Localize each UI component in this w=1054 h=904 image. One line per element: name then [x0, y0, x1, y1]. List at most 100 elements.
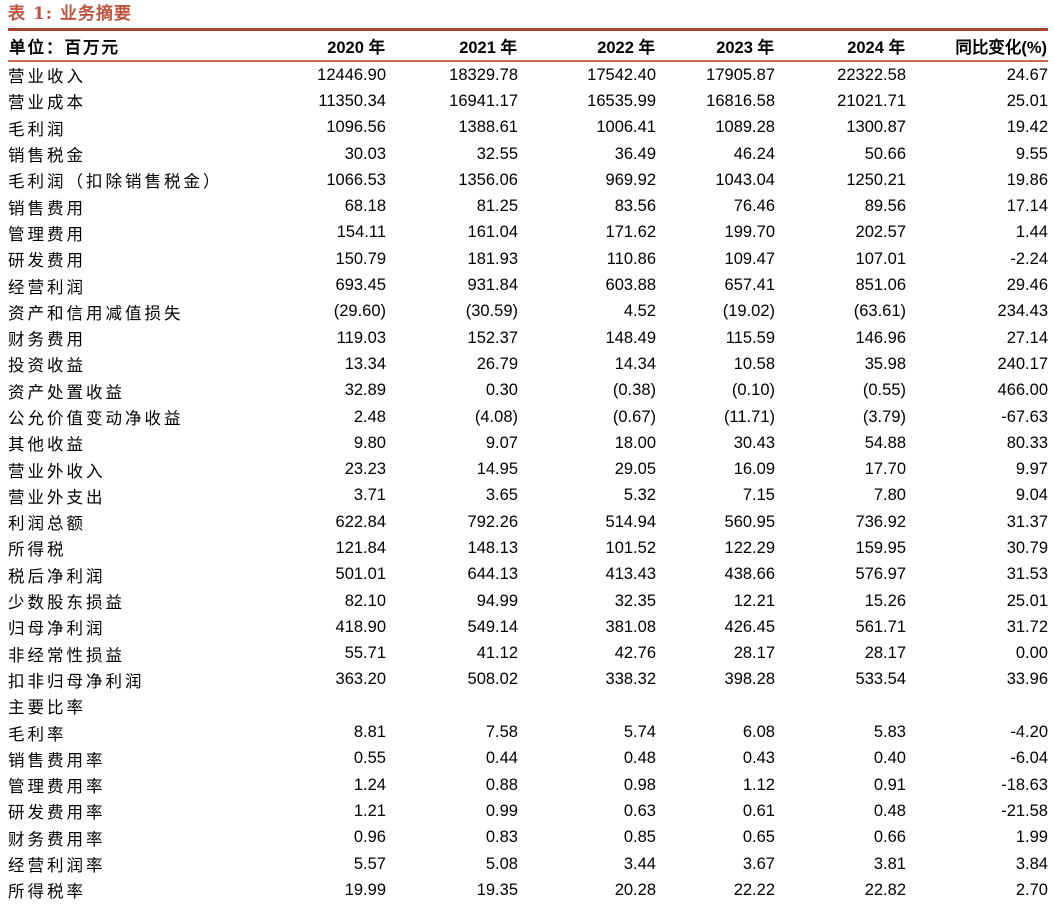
cell-value: 30.03 [344, 144, 386, 163]
table-row: 投资收益 13.34 26.79 14.34 10.58 35.98 240.17 [8, 351, 1048, 377]
row-label: 研发费用率 [8, 803, 106, 823]
cell-value: (3.79) [862, 407, 906, 426]
table-row: 经营利润 693.45 931.84 603.88 657.41 851.06 29.46 [8, 272, 1048, 298]
cell-value: 17905.87 [706, 65, 775, 84]
cell-value: 22.22 [733, 880, 775, 899]
row-label: 营业外支出 [8, 487, 106, 507]
table-row: 毛利润（扣除销售税金） 1066.53 1356.06 969.92 1043.04 12… [8, 167, 1048, 193]
row-label: 少数股东损益 [8, 593, 125, 613]
row-label: 研发费用 [8, 251, 86, 271]
cell-value: -2.24 [1010, 249, 1048, 268]
cell-value: (63.61) [853, 302, 906, 321]
cell-value: 0.65 [742, 828, 775, 847]
table-row: 非经常性损益 55.71 41.12 42.76 28.17 28.17 0.00 [8, 641, 1048, 667]
cell-value: 18329.78 [449, 65, 518, 84]
cell-value: 152.37 [467, 328, 518, 347]
cell-value: 17.14 [1006, 197, 1048, 216]
cell-value: 17542.40 [587, 65, 656, 84]
cell-value: 1066.53 [326, 170, 386, 189]
cell-value: 27.14 [1006, 328, 1048, 347]
cell-value: -6.04 [1010, 749, 1048, 768]
cell-value: 42.76 [614, 644, 656, 663]
row-label: 资产和信用减值损失 [8, 303, 184, 323]
table-row: 财务费用 119.03 152.37 148.49 115.59 146.96 27.14 [8, 325, 1048, 351]
row-label: 公允价值变动净收益 [8, 409, 184, 428]
cell-value [256, 693, 386, 719]
cell-value: 15.26 [864, 591, 906, 610]
row-label: 经营利润率 [8, 856, 106, 876]
cell-value: 150.79 [335, 249, 386, 268]
table-row: 财务费用率 0.96 0.83 0.85 0.65 0.66 1.99 [8, 825, 1048, 851]
cell-value: 7.58 [485, 723, 518, 742]
table-row: 销售税金 30.03 32.55 36.49 46.24 50.66 9.55 [8, 141, 1048, 167]
cell-value: 5.83 [873, 723, 906, 742]
row-label: 毛利率 [8, 724, 67, 744]
cell-value: 81.25 [476, 197, 518, 216]
cell-value: 24.67 [1006, 65, 1048, 84]
cell-value: 1089.28 [715, 118, 775, 137]
table-row: 营业外支出 3.71 3.65 5.32 7.15 7.80 9.04 [8, 483, 1048, 509]
cell-value: 413.43 [605, 565, 656, 584]
row-label: 财务费用率 [8, 829, 106, 849]
cell-value: 32.89 [344, 381, 386, 400]
cell-value: 31.53 [1006, 565, 1048, 584]
cell-value: 0.48 [873, 801, 906, 820]
row-label: 毛利润 [8, 119, 67, 139]
cell-value: 2.48 [353, 407, 386, 426]
cell-value: 32.35 [614, 591, 656, 610]
row-label: 所得税 [8, 540, 67, 560]
cell-value: 622.84 [335, 512, 386, 531]
cell-value: 3.44 [623, 854, 656, 873]
cell-value: 1.12 [742, 775, 775, 794]
table-row: 扣非归母净利润 363.20 508.02 338.32 398.28 533.54 33.… [8, 667, 1048, 693]
cell-value [656, 693, 775, 719]
cell-value: 28.17 [864, 644, 906, 663]
row-label: 管理费用 [8, 224, 86, 244]
table-body: 营业收入 12446.90 18329.78 17542.40 17905.87 2232… [8, 61, 1048, 904]
cell-value: 1006.41 [596, 118, 656, 137]
cell-value: 0.85 [623, 828, 656, 847]
cell-value: (29.60) [333, 302, 386, 321]
cell-value: 89.56 [864, 197, 906, 216]
cell-value: 31.37 [1006, 512, 1048, 531]
cell-value: 736.92 [855, 512, 906, 531]
table-row: 销售费用率 0.55 0.44 0.48 0.43 0.40 -6.04 [8, 746, 1048, 772]
cell-value: 5.57 [353, 854, 386, 873]
cell-value: 560.95 [724, 512, 775, 531]
cell-value: 16535.99 [587, 91, 656, 110]
cell-value: 161.04 [467, 223, 518, 242]
cell-value: (11.71) [723, 407, 775, 426]
cell-value: 533.54 [855, 670, 906, 689]
cell-value: 9.80 [353, 433, 386, 452]
cell-value: 0.96 [353, 828, 386, 847]
cell-value: 107.01 [855, 249, 906, 268]
cell-value: -4.20 [1010, 723, 1048, 742]
cell-value: 148.49 [605, 328, 656, 347]
cell-value: 76.46 [733, 197, 775, 216]
cell-value: 9.55 [1015, 144, 1048, 163]
cell-value: 19.86 [1006, 170, 1048, 189]
cell-value: 154.11 [336, 223, 386, 242]
row-label: 毛利润（扣除销售税金） [8, 172, 223, 192]
col-header-yoy-change: 同比变化(%) [906, 31, 1048, 62]
cell-value: 0.44 [485, 749, 518, 768]
cell-value: 1250.21 [846, 170, 906, 189]
cell-value: 22322.58 [837, 65, 906, 84]
cell-value: 3.84 [1015, 854, 1048, 873]
col-header-2022: 2022 年 [518, 31, 656, 62]
cell-value: 29.46 [1006, 276, 1048, 295]
cell-value: 3.71 [353, 486, 386, 505]
cell-value: 0.30 [485, 381, 518, 400]
cell-value: 1043.04 [715, 170, 775, 189]
table-row: 研发费用率 1.21 0.99 0.63 0.61 0.48 -21.58 [8, 798, 1048, 824]
cell-value: 119.03 [336, 328, 386, 347]
cell-value: 11350.34 [318, 91, 386, 110]
cell-value: 14.34 [614, 354, 656, 373]
cell-value: 9.04 [1015, 486, 1048, 505]
cell-value: 576.97 [855, 565, 906, 584]
row-label: 销售税金 [8, 146, 86, 166]
cell-value: 969.92 [605, 170, 656, 189]
cell-value: 20.28 [614, 880, 656, 899]
cell-value: 32.55 [476, 144, 518, 163]
cell-value: 508.02 [467, 670, 518, 689]
